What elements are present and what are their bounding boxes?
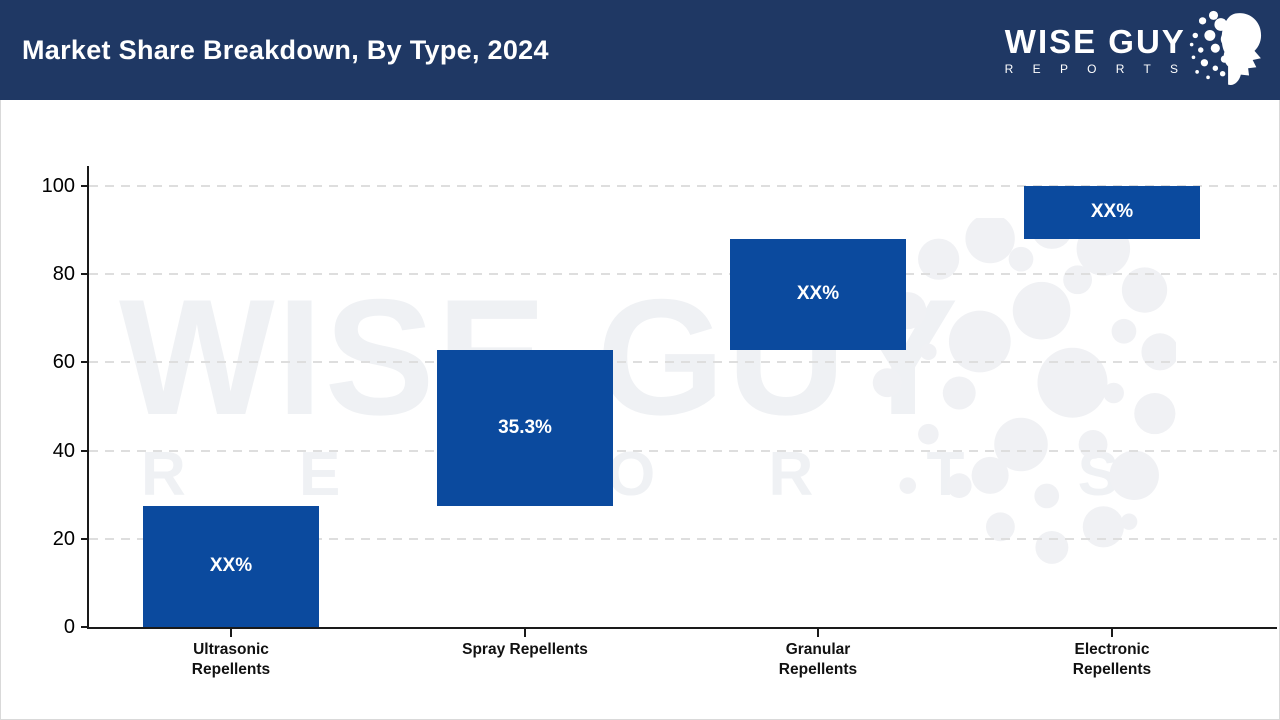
gridline — [89, 361, 1277, 364]
x-category-label: Granular Repellents — [778, 641, 858, 678]
bar-value-label: XX% — [1090, 201, 1134, 223]
y-tick-label: 40 — [52, 439, 75, 462]
header: Market Share Breakdown, By Type, 2024 WI… — [0, 0, 1280, 100]
y-axis-tick — [81, 449, 89, 452]
bar-segment — [437, 350, 613, 506]
y-axis-line — [87, 166, 89, 629]
plot-area: 0 20 40 60 80 100 XX% Ultrasonic Repellents 35.3%… — [1, 100, 1280, 720]
brand-subtitle: R E P O R T S — [1004, 61, 1186, 76]
brand-logo: WISE GUY R E P O R T S — [1005, 6, 1270, 94]
bar-value-label: XX% — [796, 283, 840, 305]
y-axis-tick — [81, 537, 89, 540]
y-axis-tick — [81, 626, 89, 628]
x-axis-tick — [524, 629, 526, 637]
x-axis-line — [87, 627, 1277, 629]
y-tick-label: 100 — [41, 175, 75, 197]
brand-name: WISE GUY — [1004, 22, 1186, 60]
page-title: Market Share Breakdown, By Type, 2024 — [22, 34, 549, 65]
chart-panel: WISE GUY R E P O R T S 0 20 40 60 80 100 XX% Ul… — [0, 100, 1280, 720]
y-axis-tick — [81, 361, 89, 364]
brand-logo-text: WISE GUY R E P O R T S — [1005, 25, 1186, 76]
gridline — [89, 273, 1277, 276]
gridline — [89, 185, 1277, 187]
bar-value-label: 35.3% — [498, 416, 552, 438]
x-axis-tick — [230, 629, 232, 637]
x-category-label: Ultrasonic Repellents — [191, 641, 271, 678]
y-tick-label: 0 — [63, 616, 75, 638]
x-axis-tick — [1111, 629, 1113, 637]
y-axis-tick — [81, 273, 89, 276]
x-category-label: Electronic Repellents — [1072, 641, 1152, 678]
y-tick-label: 20 — [52, 527, 75, 550]
y-axis-tick — [81, 185, 89, 187]
bar-value-label: XX% — [209, 555, 253, 577]
x-axis-tick — [817, 629, 819, 637]
bar-segment — [1024, 186, 1200, 239]
y-tick-label: 80 — [52, 263, 75, 286]
bar-segment — [730, 238, 906, 351]
gridline — [89, 537, 1277, 540]
gridline — [89, 449, 1277, 452]
bar-segment — [143, 505, 319, 627]
y-tick-label: 60 — [52, 351, 75, 374]
x-category-label: Spray Repellents — [462, 641, 588, 658]
dotted-head-icon — [1189, 10, 1262, 86]
